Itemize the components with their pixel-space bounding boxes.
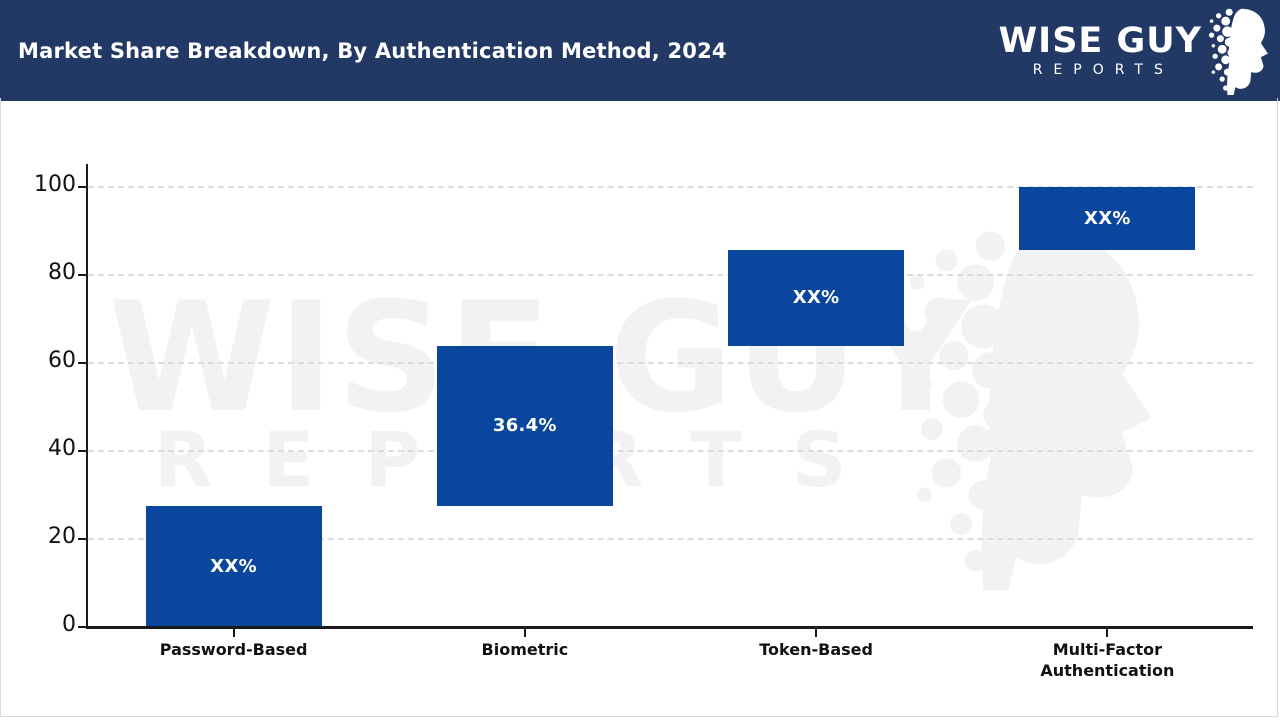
gridline (88, 362, 1253, 364)
y-tick-mark (78, 362, 88, 364)
wiseguy-head-icon (1206, 7, 1270, 95)
x-tick-mark (815, 629, 818, 637)
x-tick-label: Password-Based (159, 640, 308, 659)
gridline (88, 274, 1253, 276)
y-tick-label: 80 (48, 260, 76, 285)
watermark-head-icon (884, 224, 1170, 590)
y-tick-mark (78, 450, 88, 452)
y-tick-label: 0 (62, 612, 76, 637)
y-axis-line (86, 164, 88, 629)
y-tick-mark (78, 538, 88, 540)
y-tick-label: 100 (34, 172, 76, 197)
bar-multi-factor-authentication[interactable]: XX% (1019, 187, 1196, 250)
bar-value-label: 36.4% (492, 415, 557, 437)
x-tick-mark (232, 629, 235, 637)
y-tick-label: 40 (48, 436, 76, 461)
x-tick-label: Biometric (481, 640, 569, 659)
header: Market Share Breakdown, By Authenticatio… (0, 0, 1280, 101)
bar-value-label: XX% (1084, 207, 1131, 229)
logo-name: WISE GUY (998, 21, 1202, 61)
x-tick-mark (523, 629, 526, 637)
brand-logo: WISE GUY REPORTS (999, 4, 1270, 98)
y-tick-mark (78, 186, 88, 188)
gridline (88, 186, 1253, 188)
x-tick-mark (1106, 629, 1109, 637)
bar-value-label: XX% (210, 556, 257, 577)
logo-wordmark: WISE GUY REPORTS (998, 21, 1202, 79)
y-tick-mark (78, 274, 88, 276)
logo-subtitle: REPORTS (1032, 62, 1174, 78)
bar-biometric[interactable]: 36.4% (436, 345, 613, 506)
x-tick-label: Token-Based (759, 640, 873, 659)
bar-password-based[interactable]: XX% (145, 506, 322, 627)
gridline (88, 450, 1253, 452)
bar-value-label: XX% (792, 287, 840, 309)
y-tick-label: 60 (48, 348, 76, 373)
x-axis-line (86, 626, 1253, 629)
page-title: Market Share Breakdown, By Authenticatio… (18, 38, 727, 63)
y-tick-label: 20 (48, 524, 76, 549)
x-tick-label: Multi-Factor Authentication (1040, 640, 1175, 680)
gridline (88, 538, 1253, 540)
bar-token-based[interactable]: XX% (728, 249, 905, 346)
y-tick-mark (78, 626, 88, 628)
